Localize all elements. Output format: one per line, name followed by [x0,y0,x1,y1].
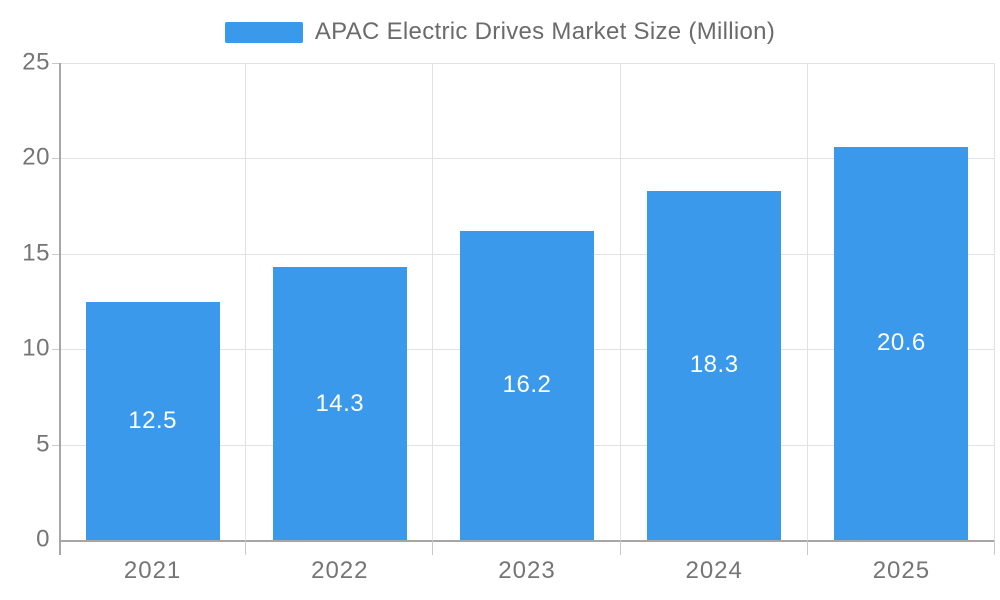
bar-value-label: 14.3 [315,389,365,417]
bar-2021: 12.5 [85,301,220,540]
plot-area: 12.5 14.3 16.2 18.3 20.6 [59,63,995,555]
bar-value-label: 16.2 [502,371,552,399]
v-gridline-4 [806,63,808,540]
x-tick-label-2024: 2024 [685,557,743,584]
y-tick-label-15: 15 [22,239,50,267]
y-tick-label-0: 0 [36,525,50,553]
h-gridline-25 [59,63,995,64]
v-gridline-3 [619,63,621,540]
bar-2024: 18.3 [647,190,782,540]
bar-value-label: 12.5 [128,406,177,434]
x-tick-mark-3 [619,540,621,555]
y-tick-mark-15 [52,253,59,255]
bar-2025: 20.6 [834,146,969,540]
y-tick-mark-10 [52,349,59,351]
bar-2022: 14.3 [272,267,407,540]
y-tick-mark-25 [52,63,59,64]
x-tick-label-2025: 2025 [872,557,931,584]
x-tick-mark-1 [245,540,247,555]
y-tick-mark-20 [52,158,59,160]
x-tick-mark-5 [994,540,995,555]
bar-value-label: 18.3 [689,351,739,379]
legend[interactable]: APAC Electric Drives Market Size (Millio… [0,14,1000,50]
x-tick-label-2021: 2021 [123,557,182,584]
legend-label: APAC Electric Drives Market Size (Millio… [314,18,776,45]
legend-swatch [224,21,303,43]
bar-value-label: 20.6 [877,329,926,357]
x-tick-label-2023: 2023 [498,557,556,584]
y-tick-label-10: 10 [22,334,50,362]
x-tick-mark-4 [806,540,808,555]
y-tick-label-20: 20 [22,143,50,171]
v-gridline-5 [994,63,995,540]
bar-2023: 16.2 [460,230,594,540]
y-tick-label-25: 25 [22,48,50,76]
y-tick-mark-5 [52,444,59,446]
h-gridline-20 [59,158,995,160]
v-gridline-2 [432,63,434,540]
y-axis-line [59,63,61,555]
x-axis-line [59,540,995,542]
y-tick-label-5: 5 [36,430,50,458]
v-gridline-1 [245,63,247,540]
x-tick-mark-2 [432,540,434,555]
x-tick-label-2022: 2022 [311,557,369,584]
